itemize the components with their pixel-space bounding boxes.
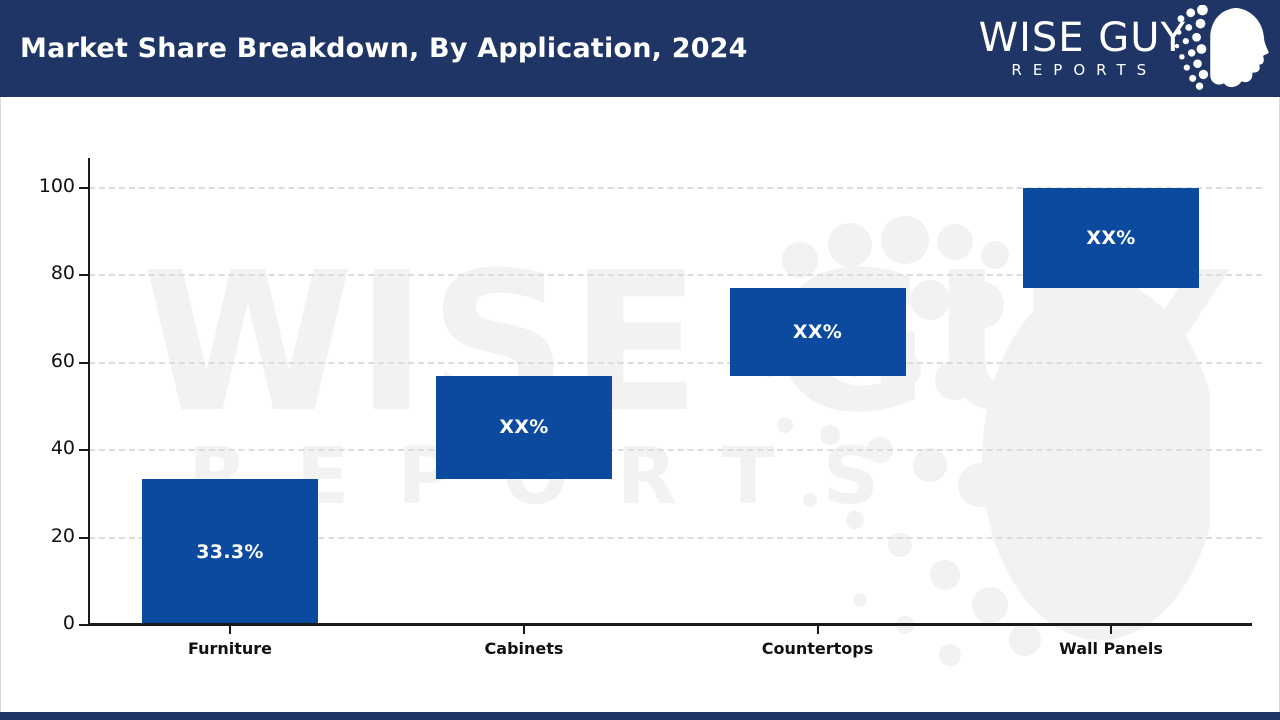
y-tick-0 bbox=[79, 624, 88, 626]
wiseguy-head-icon bbox=[1174, 4, 1269, 90]
gridline-40 bbox=[89, 449, 1262, 451]
y-tick-label-60: 60 bbox=[50, 349, 75, 372]
x-tick-1 bbox=[523, 626, 525, 634]
bar-value-label: 33.3% bbox=[196, 541, 264, 564]
y-axis-spine bbox=[88, 158, 90, 625]
y-tick-80 bbox=[79, 274, 88, 276]
x-category-label: Wall Panels bbox=[1059, 639, 1163, 658]
footer-bar bbox=[0, 712, 1280, 720]
x-tick-3 bbox=[1110, 626, 1112, 634]
bar-value-label: XX% bbox=[499, 416, 549, 439]
y-tick-label-40: 40 bbox=[50, 437, 75, 459]
bar-value-label: XX% bbox=[792, 320, 843, 343]
x-axis-spine bbox=[88, 623, 1252, 626]
x-category-label: Cabinets bbox=[484, 639, 564, 658]
header-bar: Market Share Breakdown, By Application, … bbox=[0, 0, 1280, 97]
logo-wordmark: WISE GUY bbox=[978, 15, 1186, 61]
y-tick-label-80: 80 bbox=[50, 262, 75, 284]
bar-cabinets: XX% bbox=[436, 375, 612, 480]
chart-area: WISE GUY REPORTS 02040608010033.3%Furnit… bbox=[0, 97, 1280, 712]
y-tick-label-0: 0 bbox=[62, 612, 75, 634]
bar-countertops: XX% bbox=[729, 288, 906, 376]
wiseguy-logo: WISE GUY REPORTS bbox=[979, 4, 1280, 93]
y-tick-label-100: 100 bbox=[38, 174, 75, 197]
x-tick-0 bbox=[229, 626, 231, 634]
x-category-label: Furniture bbox=[187, 639, 273, 658]
y-tick-60 bbox=[79, 361, 88, 364]
logo-subtitle: REPORTS bbox=[1011, 61, 1158, 79]
x-tick-2 bbox=[816, 626, 819, 634]
wiseguy-logo-text: WISE GUY REPORTS bbox=[979, 18, 1186, 79]
gridline-20 bbox=[89, 536, 1262, 539]
bar-furniture: 33.3% bbox=[142, 479, 318, 625]
y-tick-100 bbox=[79, 186, 88, 189]
y-tick-40 bbox=[79, 449, 88, 451]
gridline-60 bbox=[89, 361, 1262, 364]
page-title: Market Share Breakdown, By Application, … bbox=[20, 33, 748, 64]
y-tick-label-20: 20 bbox=[50, 524, 75, 547]
watermark-head-dots bbox=[763, 216, 1210, 666]
x-category-label: Countertops bbox=[761, 639, 874, 658]
gridline-80 bbox=[89, 274, 1262, 276]
bar-wall-panels: XX% bbox=[1023, 187, 1199, 289]
bar-value-label: XX% bbox=[1086, 226, 1136, 249]
y-tick-20 bbox=[79, 536, 88, 539]
gridline-100 bbox=[89, 186, 1262, 189]
